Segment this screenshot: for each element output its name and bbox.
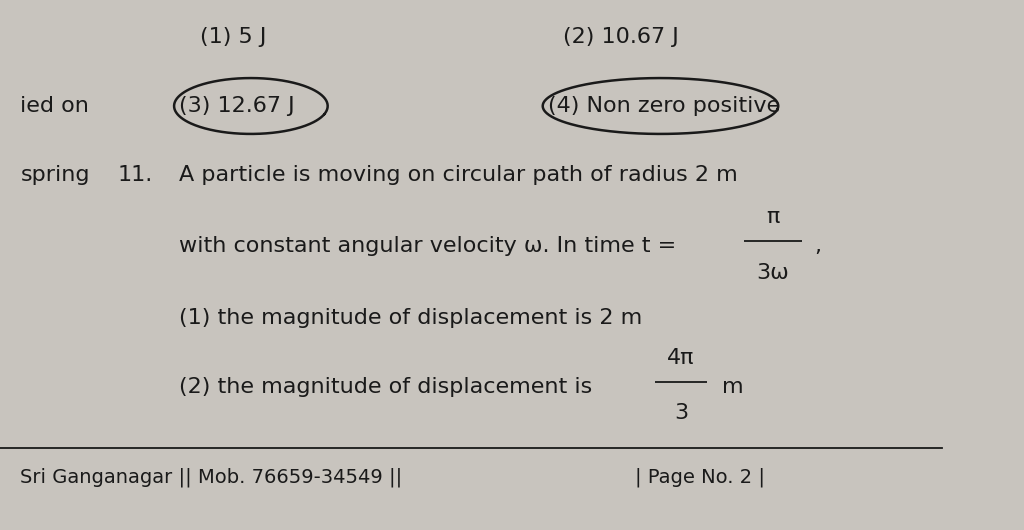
- Text: (2) 10.67 J: (2) 10.67 J: [563, 27, 679, 47]
- Text: 3ω: 3ω: [757, 263, 790, 283]
- Text: 11.: 11.: [118, 165, 153, 185]
- Text: ,: ,: [814, 236, 821, 257]
- Text: (3) 12.67 J: (3) 12.67 J: [179, 96, 295, 116]
- Text: ied on: ied on: [20, 96, 89, 116]
- Text: (2) the magnitude of displacement is: (2) the magnitude of displacement is: [179, 377, 593, 397]
- Text: m: m: [722, 377, 743, 397]
- Text: spring: spring: [20, 165, 90, 185]
- Text: (1) 5 J: (1) 5 J: [200, 27, 266, 47]
- Text: 3: 3: [674, 403, 688, 423]
- Text: π: π: [767, 207, 779, 227]
- Text: Sri Ganganagar || Mob. 76659-34549 ||: Sri Ganganagar || Mob. 76659-34549 ||: [20, 467, 402, 487]
- Text: 4π: 4π: [668, 348, 694, 368]
- Text: A particle is moving on circular path of radius 2 m: A particle is moving on circular path of…: [179, 165, 738, 185]
- Text: | Page No. 2 |: | Page No. 2 |: [635, 467, 765, 487]
- Text: (4) Non zero positive: (4) Non zero positive: [548, 96, 780, 116]
- Text: with constant angular velocity ω. In time t =: with constant angular velocity ω. In tim…: [179, 236, 677, 257]
- Text: (1) the magnitude of displacement is 2 m: (1) the magnitude of displacement is 2 m: [179, 308, 642, 328]
